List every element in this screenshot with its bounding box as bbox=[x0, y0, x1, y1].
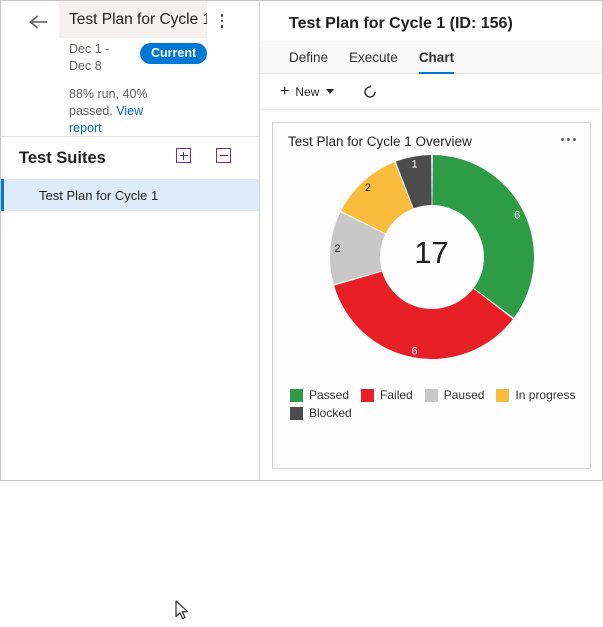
donut-data-label: 2 bbox=[364, 182, 370, 194]
kebab-dot bbox=[220, 25, 224, 28]
ellipsis-dot bbox=[567, 138, 570, 141]
refresh-icon bbox=[364, 84, 377, 98]
plan-dates: Dec 1 - Dec 8 bbox=[69, 42, 110, 73]
ellipsis-dot bbox=[561, 138, 564, 141]
donut-slice-paused[interactable] bbox=[329, 212, 385, 285]
plan-header: Test Plan for Cycle 1 Dec 1 - Dec 8 Curr… bbox=[1, 1, 259, 137]
status-badge[interactable]: Current bbox=[140, 43, 208, 64]
collapse-all-icon[interactable] bbox=[216, 148, 231, 163]
legend-item-failed[interactable]: Failed bbox=[361, 388, 413, 402]
donut-data-label: 6 bbox=[411, 345, 417, 357]
suite-item-label: Test Plan for Cycle 1 bbox=[39, 187, 159, 203]
plan-stats-text: 88% run, 40% passed. bbox=[69, 87, 148, 118]
legend-swatch-in-progress bbox=[496, 388, 510, 402]
plan-title-chip[interactable]: Test Plan for Cycle 1 bbox=[59, 1, 207, 38]
legend-label-passed: Passed bbox=[309, 388, 350, 402]
legend-swatch-paused bbox=[424, 388, 438, 402]
chevron-down-icon bbox=[326, 89, 335, 94]
plan-title: Test Plan for Cycle 1 bbox=[69, 10, 207, 28]
tab-execute[interactable]: Execute bbox=[349, 50, 398, 65]
back-arrow-glyph bbox=[29, 15, 47, 29]
plus-icon: + bbox=[280, 82, 290, 100]
donut-data-label: 2 bbox=[334, 243, 340, 255]
selection-accent-bar bbox=[1, 179, 4, 211]
test-suites-heading: Test Suites bbox=[19, 148, 106, 167]
donut-slice-passed[interactable] bbox=[431, 155, 534, 318]
list-item[interactable]: Test Plan for Cycle 1 bbox=[1, 179, 259, 211]
kebab-dot bbox=[220, 14, 224, 17]
plan-stats: 88% run, 40% passed. View report bbox=[69, 86, 159, 137]
suite-tools bbox=[176, 148, 231, 163]
tab-define[interactable]: Define bbox=[289, 50, 329, 65]
donut-slice-blocked[interactable] bbox=[395, 155, 432, 209]
chart-toolbar: + New bbox=[260, 74, 602, 110]
new-chart-button[interactable]: + New bbox=[280, 82, 335, 100]
legend-label-in-progress: In progress bbox=[515, 388, 576, 402]
donut-slice-group bbox=[329, 155, 534, 359]
kebab-dot bbox=[220, 19, 224, 23]
test-suite-list: Test Plan for Cycle 1 bbox=[1, 179, 259, 620]
donut-slice-in-progress[interactable] bbox=[340, 162, 413, 234]
page-title: Test Plan for Cycle 1 (ID: 156) bbox=[289, 15, 513, 32]
refresh-button[interactable] bbox=[362, 84, 378, 100]
legend-swatch-failed bbox=[361, 388, 375, 402]
legend-label-failed: Failed bbox=[380, 388, 413, 402]
mouse-cursor-icon bbox=[175, 600, 191, 627]
ellipsis-icon[interactable] bbox=[561, 138, 576, 141]
tab-bar: Define Execute Chart bbox=[260, 41, 602, 74]
legend-label-blocked: Blocked bbox=[309, 406, 352, 420]
legend-item-blocked[interactable]: Blocked bbox=[290, 406, 352, 420]
kebab-menu-icon[interactable] bbox=[213, 11, 231, 31]
back-arrow-icon[interactable] bbox=[26, 9, 52, 35]
chart-card-title: Test Plan for Cycle 1 Overview bbox=[288, 134, 472, 149]
donut-data-labels: 6 6 2 2 1 bbox=[334, 159, 520, 358]
donut-center-total: 17 bbox=[414, 235, 449, 270]
donut-slice-failed[interactable] bbox=[333, 271, 513, 359]
legend-label-paused: Paused bbox=[443, 388, 485, 402]
expand-all-icon[interactable] bbox=[176, 148, 191, 163]
view-report-link[interactable]: View report bbox=[69, 104, 144, 135]
test-suites-bar: Test Suites bbox=[1, 137, 259, 179]
donut-svg: 6 6 2 2 1 bbox=[329, 155, 534, 359]
ellipsis-dot bbox=[573, 138, 576, 141]
right-panel: Test Plan for Cycle 1 (ID: 156) Define E… bbox=[260, 1, 602, 480]
donut-data-label: 1 bbox=[411, 159, 417, 171]
legend-item-passed[interactable]: Passed bbox=[290, 388, 349, 402]
legend-swatch-passed bbox=[290, 388, 303, 402]
donut-data-label: 6 bbox=[513, 210, 519, 222]
legend-item-paused[interactable]: Paused bbox=[424, 388, 485, 402]
donut-chart: 6 6 2 2 1 17 bbox=[273, 151, 590, 363]
legend-swatch-blocked bbox=[290, 406, 303, 420]
chart-card: Test Plan for Cycle 1 Overview 6 6 2 2 1 17 bbox=[272, 122, 591, 469]
left-panel: Test Plan for Cycle 1 Dec 1 - Dec 8 Curr… bbox=[1, 1, 260, 620]
legend-item-in-progress[interactable]: In progress bbox=[496, 388, 575, 402]
cursor-glyph bbox=[175, 600, 189, 620]
chart-area: Test Plan for Cycle 1 Overview 6 6 2 2 1 17 bbox=[260, 110, 602, 480]
chart-legend: Passed Failed Paused In progress bbox=[290, 388, 590, 420]
new-chart-label: New bbox=[295, 84, 320, 99]
tab-chart[interactable]: Chart bbox=[418, 50, 455, 74]
